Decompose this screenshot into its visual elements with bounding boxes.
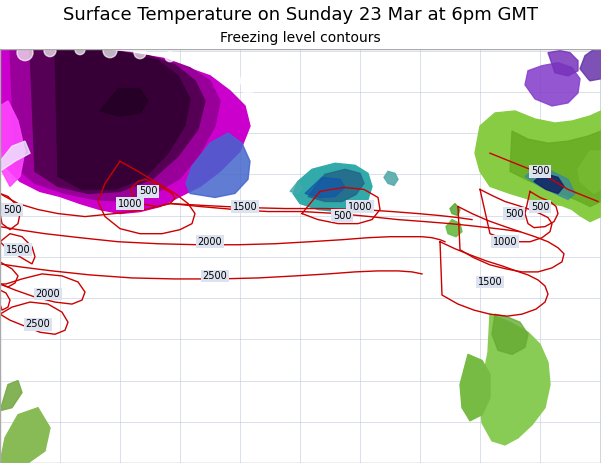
Circle shape: [243, 90, 253, 100]
Text: Freezing level contours: Freezing level contours: [220, 31, 381, 45]
Circle shape: [75, 44, 85, 55]
Text: 1000: 1000: [118, 199, 142, 208]
Circle shape: [44, 44, 56, 56]
Circle shape: [165, 52, 175, 62]
Text: 2000: 2000: [35, 289, 60, 299]
Polygon shape: [55, 49, 190, 189]
Polygon shape: [293, 163, 372, 212]
Polygon shape: [10, 49, 220, 201]
Text: 1500: 1500: [5, 245, 30, 255]
Polygon shape: [0, 49, 250, 213]
Circle shape: [103, 44, 117, 58]
Text: 2000: 2000: [198, 237, 222, 247]
Text: 1500: 1500: [233, 201, 257, 212]
Polygon shape: [446, 219, 462, 237]
Circle shape: [189, 56, 201, 68]
Polygon shape: [525, 169, 575, 200]
Circle shape: [17, 44, 33, 61]
Circle shape: [134, 47, 146, 59]
Polygon shape: [525, 63, 580, 106]
Polygon shape: [0, 101, 25, 187]
Polygon shape: [534, 173, 564, 194]
Polygon shape: [305, 177, 345, 198]
Text: 1000: 1000: [493, 237, 517, 247]
Text: 500: 500: [531, 201, 549, 212]
Polygon shape: [460, 354, 490, 421]
Polygon shape: [475, 111, 601, 222]
Polygon shape: [578, 151, 601, 194]
Circle shape: [210, 65, 220, 75]
Text: 500: 500: [3, 205, 21, 214]
Polygon shape: [186, 133, 250, 198]
Polygon shape: [0, 141, 30, 171]
Text: 500: 500: [531, 166, 549, 176]
Circle shape: [229, 75, 241, 87]
Text: Surface Temperature on Sunday 23 Mar at 6pm GMT: Surface Temperature on Sunday 23 Mar at …: [63, 6, 538, 24]
Polygon shape: [100, 89, 148, 116]
Polygon shape: [510, 131, 601, 206]
Text: 2500: 2500: [203, 271, 227, 281]
Polygon shape: [0, 408, 50, 463]
Polygon shape: [480, 314, 550, 445]
Text: 1000: 1000: [348, 201, 372, 212]
Polygon shape: [290, 181, 302, 194]
Polygon shape: [580, 49, 601, 81]
Text: 500: 500: [333, 211, 351, 220]
Polygon shape: [384, 171, 398, 185]
Polygon shape: [492, 314, 528, 354]
Polygon shape: [30, 49, 205, 194]
Text: 2500: 2500: [26, 319, 50, 329]
Text: 500: 500: [505, 208, 523, 219]
Text: 1500: 1500: [478, 277, 502, 287]
Polygon shape: [450, 204, 460, 216]
Polygon shape: [548, 50, 578, 76]
Text: 500: 500: [139, 187, 157, 196]
Polygon shape: [0, 381, 22, 411]
Polygon shape: [308, 169, 364, 201]
